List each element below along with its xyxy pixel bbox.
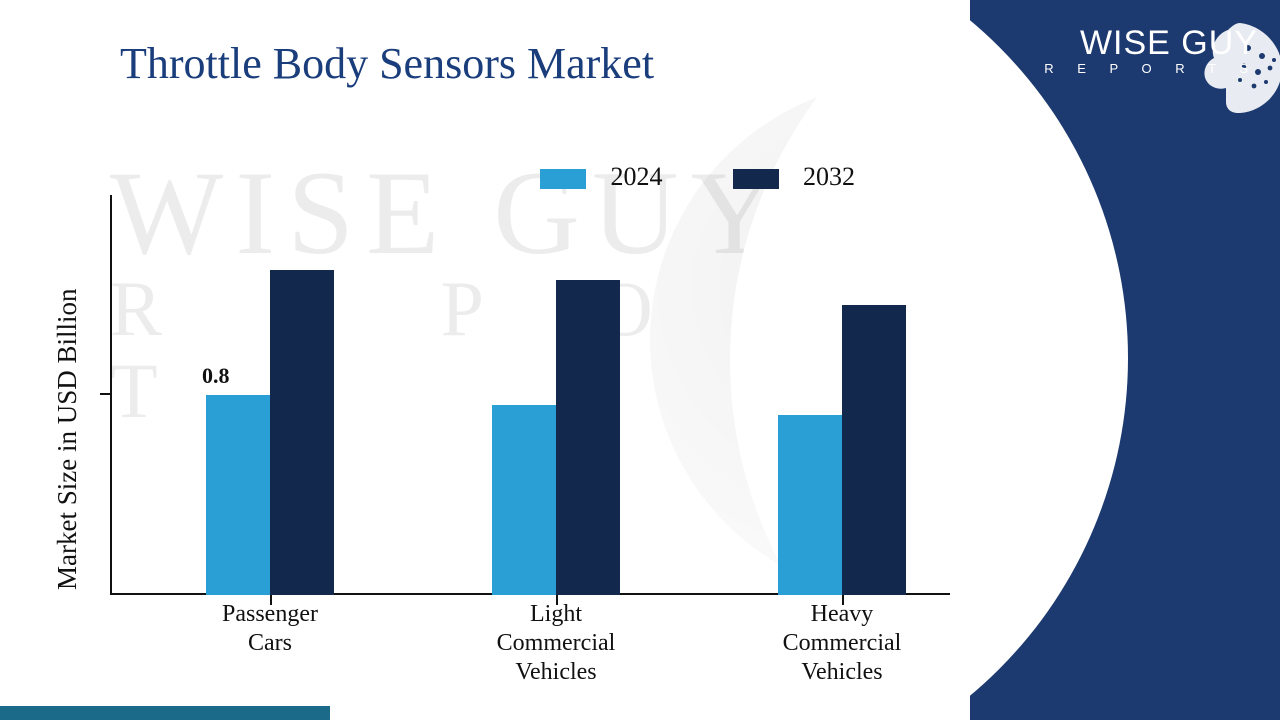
legend-label-2024: 2024 [611, 162, 663, 191]
chart-title: Throttle Body Sensors Market [120, 38, 654, 89]
bar-2032 [842, 305, 906, 595]
chart-card: WISE GUY R E P O R T S WISE GUY R E P O … [0, 0, 1280, 720]
y-axis-label: Market Size in USD Billion [52, 289, 83, 590]
bar-2024 [206, 395, 270, 595]
legend-item-2032: 2032 [733, 162, 856, 192]
bar-2024 [492, 405, 556, 595]
bar-2032 [556, 280, 620, 595]
bar-2024 [778, 415, 842, 595]
legend: 2024 2032 [540, 162, 855, 192]
legend-swatch-2024 [540, 169, 586, 189]
legend-label-2032: 2032 [803, 162, 855, 191]
legend-item-2024: 2024 [540, 162, 663, 192]
x-category-label: PassengerCars [170, 600, 370, 658]
brand-text: WISE GUY R E P O R T S [1044, 24, 1258, 76]
brand-line1: WISE GUY [1044, 24, 1258, 63]
bar-2032 [270, 270, 334, 595]
plot-area: 0.8 [110, 195, 950, 595]
y-axis [110, 195, 112, 595]
brand-line2: R E P O R T S [1044, 61, 1258, 76]
legend-swatch-2032 [733, 169, 779, 189]
x-category-label: HeavyCommercialVehicles [742, 600, 942, 686]
y-tick [100, 393, 110, 395]
x-category-label: LightCommercialVehicles [456, 600, 656, 686]
footer-stripe [0, 706, 330, 720]
bar-value-label: 0.8 [202, 363, 230, 389]
